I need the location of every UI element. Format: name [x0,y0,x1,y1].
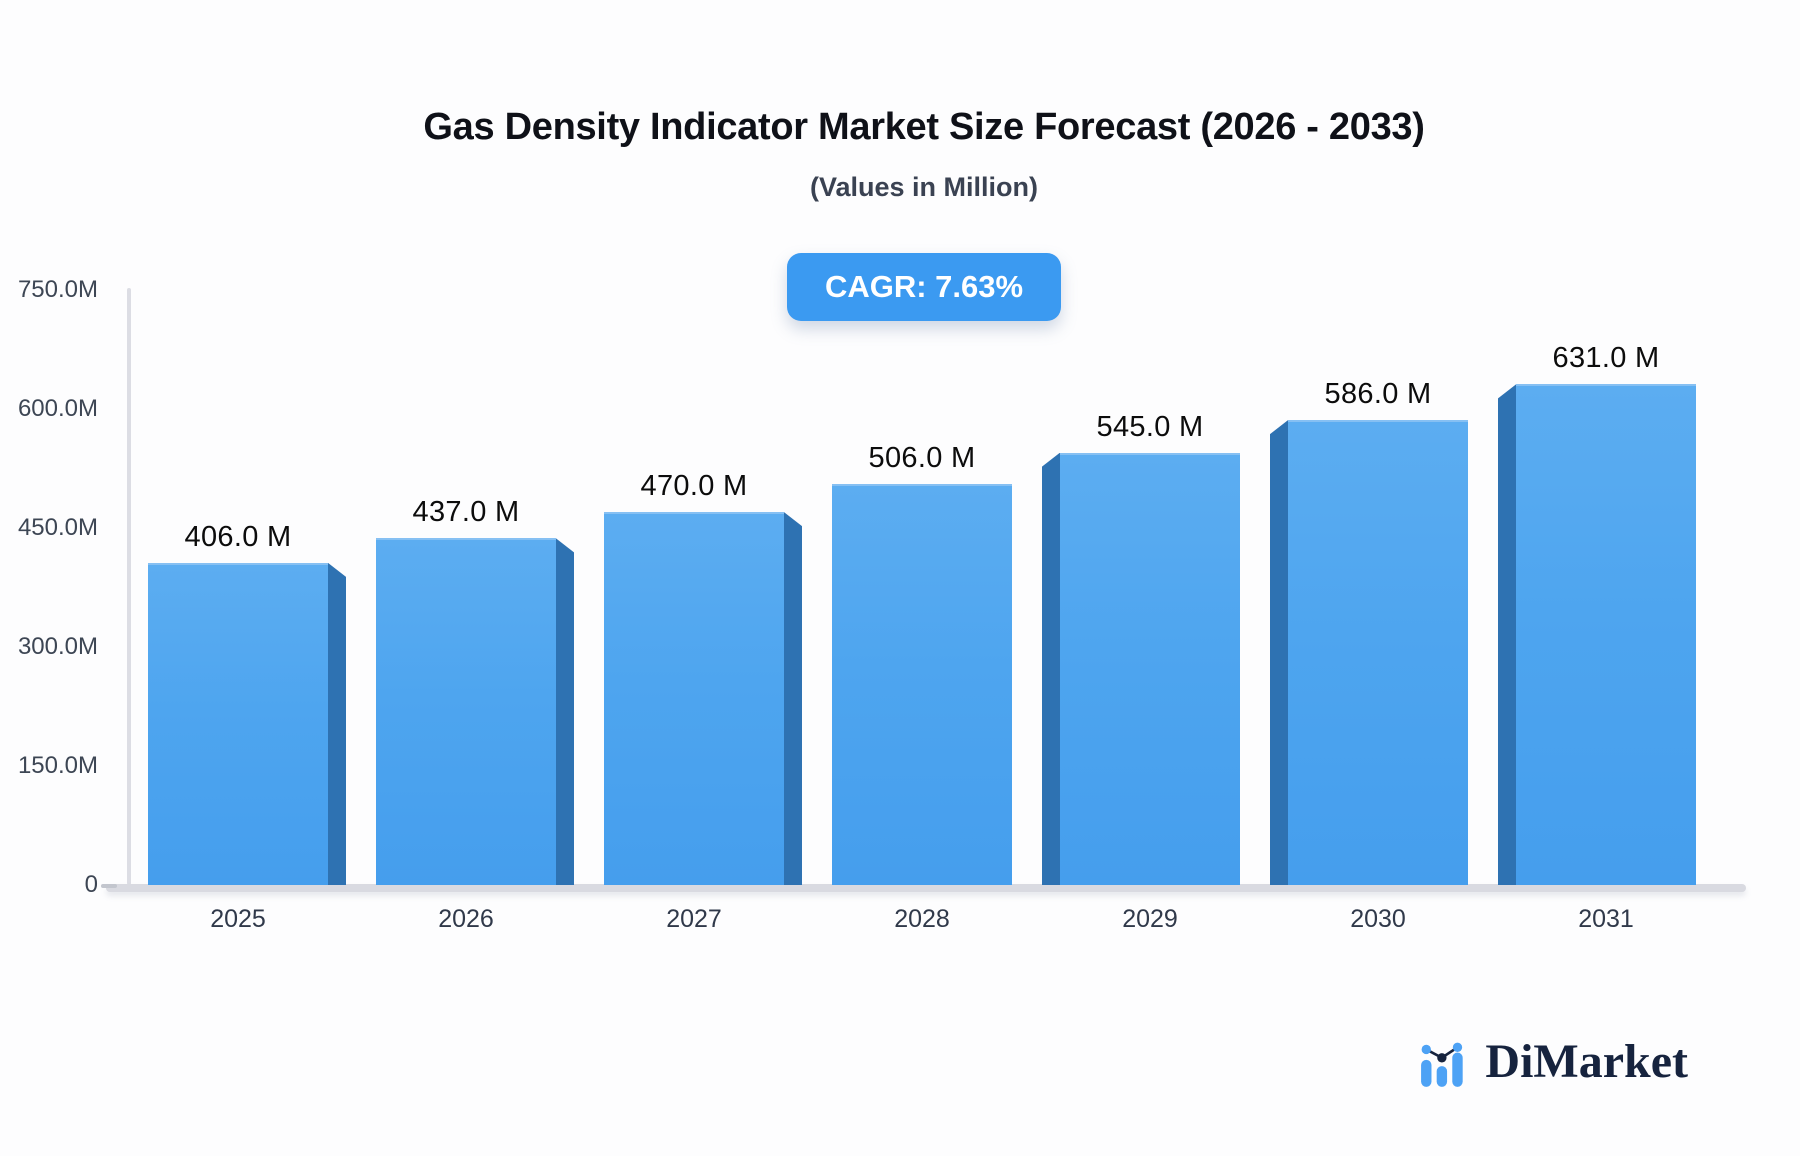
bar-value-label-2025: 406.0 M [184,520,292,553]
bar-value-label-2028: 506.0 M [868,441,976,474]
bar-2028-front-face [832,483,1012,885]
y-tick-label-300.0M: 300.0M [17,633,98,660]
dimarket-logo-text: DiMarket [1485,1035,1688,1088]
cagr-badge-row: CAGR: 7.63% [48,253,1800,322]
bar-value-label-2030: 586.0 M [1324,378,1432,411]
bar-2025[interactable] [148,562,346,885]
chart-subtitle: (Values in Million) [809,172,1039,202]
bar-value-label-2027: 470.0 M [640,470,748,503]
y-tick-label-0: 0 [84,871,98,898]
bar-2030-side-face [1270,420,1288,885]
x-axis-baseline [106,884,1746,892]
bar-2026[interactable] [376,538,574,885]
bar-2031-front-face [1516,384,1696,885]
x-tick-label-2025: 2025 [210,905,266,933]
x-tick-label-2028: 2028 [894,905,950,933]
bar-2025-side-face [328,562,346,885]
bar-2025-front-face [148,562,328,885]
y-axis-line [127,288,131,885]
bar-2027-front-face [604,512,784,885]
y-tick-label-750.0M: 750.0M [17,276,98,303]
x-tick-label-2029: 2029 [1122,905,1178,933]
x-tick-label-2026: 2026 [438,905,494,933]
chart-title: Gas Density Indicator Market Size Foreca… [423,106,1425,148]
y-tick-label-150.0M: 150.0M [17,752,98,779]
bar-2029-front-face [1060,452,1240,885]
x-tick-label-2027: 2027 [666,905,722,933]
x-tick-label-2031: 2031 [1578,905,1634,933]
bar-2030-front-face [1288,420,1468,885]
bar-2027[interactable] [604,512,802,885]
bar-2026-front-face [376,538,556,885]
bar-value-label-2031: 631.0 M [1552,342,1660,375]
dimarket-logo-icon [1421,1042,1464,1087]
bar-2029-side-face [1042,452,1060,885]
bar-2028[interactable] [832,483,1012,885]
bar-2031-side-face [1498,384,1516,885]
bar-2030[interactable] [1270,420,1468,885]
dimarket-logo[interactable]: DiMarket [1419,1035,1688,1089]
x-tick-label-2030: 2030 [1350,905,1406,933]
cagr-badge: CAGR: 7.63% [786,253,1062,322]
bar-2027-side-face [784,512,802,885]
y-tick-label-600.0M: 600.0M [17,395,98,422]
bar-value-label-2029: 545.0 M [1096,410,1204,443]
bar-2031[interactable] [1498,384,1696,885]
y-tick-label-450.0M: 450.0M [17,514,98,541]
bar-2029[interactable] [1042,452,1240,885]
zero-tick-dash [101,884,117,888]
bar-value-label-2026: 437.0 M [412,496,520,529]
bar-2026-side-face [556,538,574,885]
